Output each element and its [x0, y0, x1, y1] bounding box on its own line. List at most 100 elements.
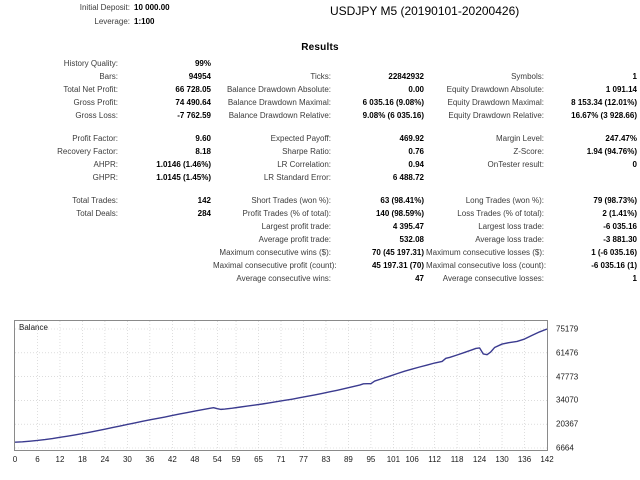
- stat-label: Symbols:: [511, 72, 544, 81]
- stat-label: AHPR:: [93, 160, 118, 169]
- stat-row: [426, 59, 639, 72]
- stat-label: Average profit trade:: [258, 235, 331, 244]
- stat-label: Profit Factor:: [72, 134, 118, 143]
- stat-label: Bars:: [99, 72, 118, 81]
- stat-value: 1: [632, 72, 637, 81]
- x-axis-tick: 101: [386, 455, 401, 464]
- stat-label: Total Trades:: [72, 196, 118, 205]
- stat-label: LR Correlation:: [277, 160, 331, 169]
- x-axis-tick: 106: [405, 455, 419, 464]
- stat-label: LR Standard Error:: [263, 173, 331, 182]
- stat-row: Gross Profit: 74 490.64: [0, 98, 213, 111]
- y-axis-tick: 20367: [556, 419, 579, 429]
- report-header: Initial Deposit: 10 000.00 Leverage: 1:1…: [0, 0, 640, 34]
- stat-label: Balance Drawdown Maximal:: [227, 98, 331, 107]
- stat-label: Largest loss trade:: [478, 222, 544, 231]
- stat-row: Margin Level: 247.47%: [426, 134, 639, 147]
- stat-value: 1 091.14: [605, 85, 637, 94]
- stat-row: Average loss trade: -3 881.30: [426, 235, 639, 248]
- stat-row: Equity Drawdown Absolute: 1 091.14: [426, 85, 639, 98]
- stat-label: Gross Profit:: [73, 98, 118, 107]
- x-axis-tick: 42: [167, 455, 177, 464]
- x-axis-tick: 83: [321, 455, 331, 464]
- stat-label: Equity Drawdown Absolute:: [446, 85, 544, 94]
- stat-label: Average consecutive losses:: [442, 274, 544, 283]
- stat-row: Maximal consecutive profit (count): 45 19…: [213, 261, 426, 274]
- stat-row: Loss Trades (% of total): 2 (1.41%): [426, 209, 639, 222]
- stats-column-right: Long Trades (won %): 79 (98.73%) Loss Trad…: [426, 196, 639, 287]
- stats-column-left: Profit Factor: 9.60 Recovery Factor: 8.18 AH…: [0, 134, 213, 186]
- stats-block-2: Profit Factor: 9.60 Recovery Factor: 8.18 AH…: [0, 134, 640, 186]
- stats-column-left: History Quality: 99% Bars: 94954 Total Net P…: [0, 59, 213, 124]
- x-axis-tick: 130: [495, 455, 509, 464]
- leverage-row: Leverage: 1:100: [0, 16, 250, 28]
- stat-value: 16.67% (3 928.66): [571, 111, 637, 120]
- leverage-value: 1:100: [134, 17, 155, 26]
- stat-value: 0.94: [408, 160, 424, 169]
- stat-label: Short Trades (won %):: [251, 196, 331, 205]
- x-axis-tick: 118: [450, 455, 464, 464]
- x-axis-tick: 59: [231, 455, 241, 464]
- stat-label: Margin Level:: [495, 134, 544, 143]
- balance-curve-svg: [15, 321, 547, 450]
- stat-row: Balance Drawdown Maximal: 6 035.16 (9.08%…: [213, 98, 426, 111]
- y-axis-tick: 47773: [556, 372, 579, 382]
- stat-label: Average consecutive wins:: [236, 274, 331, 283]
- stat-label: Long Trades (won %):: [465, 196, 544, 205]
- stat-row: [0, 248, 213, 261]
- stat-row: [426, 173, 639, 186]
- stat-value: 0: [632, 160, 637, 169]
- leverage-label: Leverage:: [94, 17, 130, 26]
- stat-row: Equity Drawdown Maximal: 8 153.34 (12.01%…: [426, 98, 639, 111]
- stat-row: Profit Factor: 9.60: [0, 134, 213, 147]
- stats-block-1: History Quality: 99% Bars: 94954 Total Net P…: [0, 59, 640, 124]
- stats-column-right: Symbols: 1 Equity Drawdown Absolute: 1 091.…: [426, 59, 639, 124]
- x-axis-tick: 112: [428, 455, 441, 464]
- stat-row: Total Trades: 142: [0, 196, 213, 209]
- stat-row: Bars: 94954: [0, 72, 213, 85]
- stat-value: 4 395.47: [392, 222, 424, 231]
- stat-row: Largest profit trade: 4 395.47: [213, 222, 426, 235]
- stat-label: GHPR:: [92, 173, 118, 182]
- stat-row: LR Standard Error: 6 488.72: [213, 173, 426, 186]
- stat-label: Profit Trades (% of total):: [242, 209, 331, 218]
- stat-label: OnTester result:: [487, 160, 544, 169]
- stat-row: Balance Drawdown Relative: 9.08% (6 035.1…: [213, 111, 426, 124]
- x-axis-tick: 30: [122, 455, 132, 464]
- stat-value: 1: [632, 274, 637, 283]
- stat-value: 469.92: [399, 134, 424, 143]
- stat-row: Gross Loss: -7 762.59: [0, 111, 213, 124]
- x-axis-tick: 89: [343, 455, 353, 464]
- stat-value: 99%: [194, 59, 211, 68]
- stat-value: 8.18: [195, 147, 211, 156]
- chart-legend-label: Balance: [19, 323, 48, 332]
- x-axis-tick: 6: [35, 455, 40, 464]
- stat-value: 45 197.31 (70): [371, 261, 424, 270]
- stat-row: Equity Drawdown Relative: 16.67% (3 928.6…: [426, 111, 639, 124]
- stat-value: 74 490.64: [175, 98, 211, 107]
- x-axis-tick: 12: [55, 455, 65, 464]
- x-axis-tick: 77: [299, 455, 308, 464]
- stat-row: Largest loss trade: -6 035.16: [426, 222, 639, 235]
- balance-line: [15, 328, 547, 443]
- stat-row: Maximum consecutive wins ($): 70 (45 197.…: [213, 248, 426, 261]
- initial-deposit-row: Initial Deposit: 10 000.00: [0, 2, 250, 14]
- y-axis-tick: 6664: [556, 443, 574, 453]
- spacer: [0, 186, 640, 196]
- deposit-summary: Initial Deposit: 10 000.00 Leverage: 1:1…: [0, 2, 250, 30]
- stat-row: Expected Payoff: 469.92: [213, 134, 426, 147]
- stat-value: 1 (-6 035.16): [591, 248, 637, 257]
- stat-value: 142: [197, 196, 211, 205]
- stat-row: Maximal consecutive loss (count): -6 035.…: [426, 261, 639, 274]
- x-axis-tick: 124: [472, 455, 487, 464]
- x-axis-tick: 65: [254, 455, 263, 464]
- stat-value: 79 (98.73%): [593, 196, 637, 205]
- stat-value: 1.0145 (1.45%): [156, 173, 211, 182]
- stat-row: Total Net Profit: 66 728.05: [0, 85, 213, 98]
- stat-value: 284: [197, 209, 211, 218]
- stat-label: Loss Trades (% of total):: [457, 209, 544, 218]
- y-axis-tick: 75179: [556, 324, 579, 334]
- stat-row: Average consecutive losses: 1: [426, 274, 639, 287]
- x-axis-tick: 142: [540, 455, 554, 464]
- stat-value: 6 035.16 (9.08%): [362, 98, 424, 107]
